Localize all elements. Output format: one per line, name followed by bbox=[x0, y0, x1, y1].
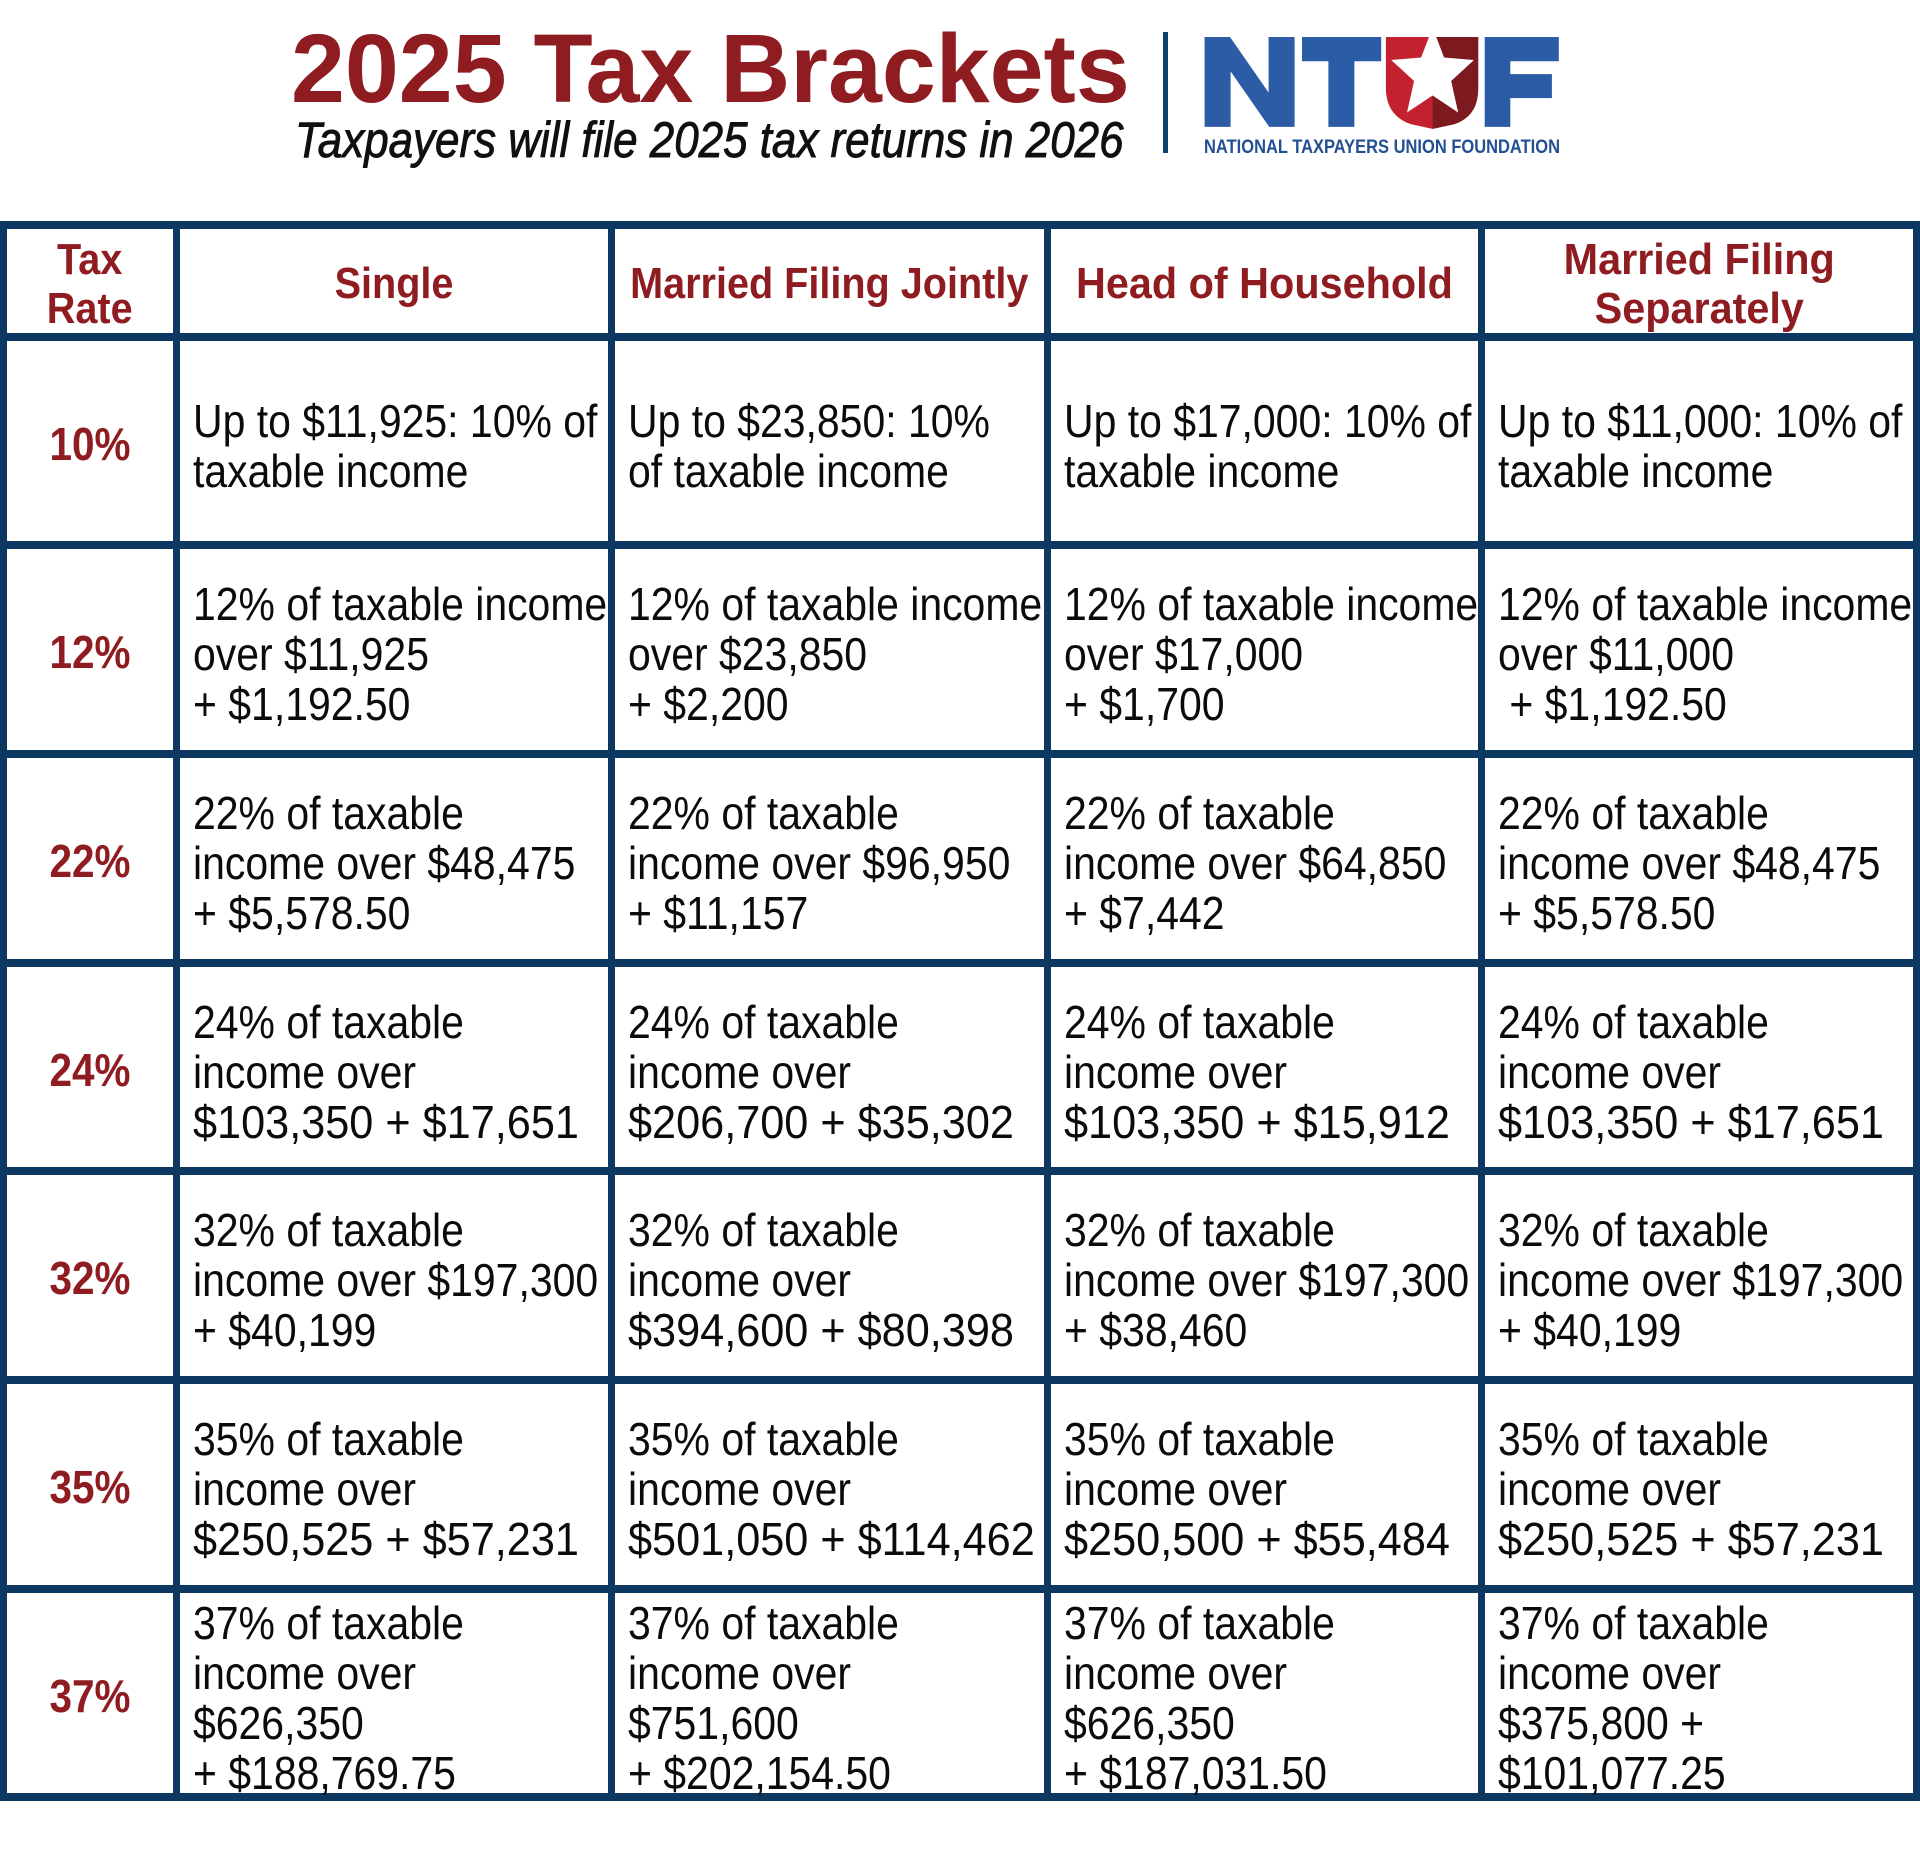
svg-text:NATIONAL TAXPAYERS UNION FOUND: NATIONAL TAXPAYERS UNION FOUNDATION bbox=[1204, 136, 1560, 154]
